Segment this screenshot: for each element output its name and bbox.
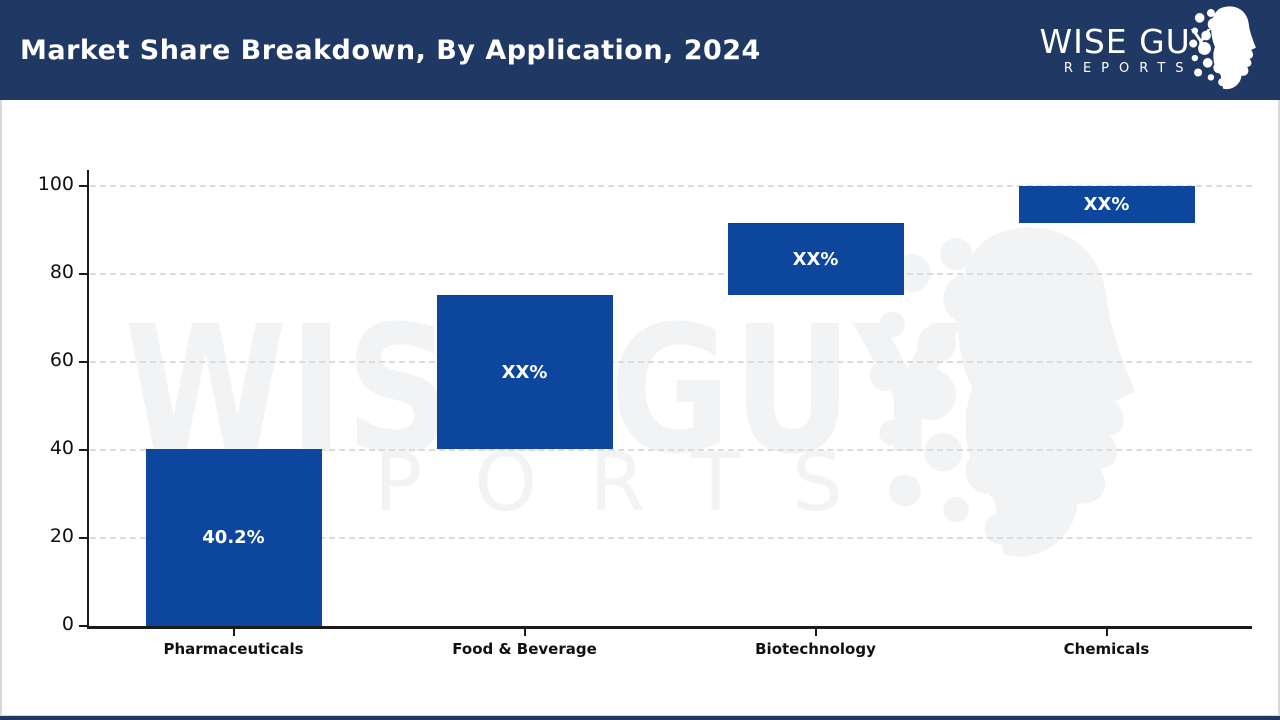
- x-axis-tick: [1105, 629, 1108, 636]
- category-label-chemicals: Chemicals: [1063, 640, 1150, 658]
- y-axis-tick: [79, 625, 88, 627]
- y-axis-tick-label: 60: [49, 349, 74, 371]
- page-title: Market Share Breakdown, By Application, …: [20, 34, 761, 66]
- bar-value-label: XX%: [1083, 193, 1130, 215]
- bar-chemicals: XX%: [1018, 186, 1195, 223]
- y-axis-tick-label: 100: [37, 173, 74, 195]
- footer-bar: [0, 716, 1280, 720]
- y-axis-tick-label: 0: [61, 613, 74, 635]
- y-axis-tick-label: 40: [49, 437, 74, 459]
- bar-value-label: 40.2%: [202, 527, 265, 549]
- gridline: [90, 537, 1252, 539]
- category-label-pharmaceuticals: Pharmaceuticals: [163, 640, 304, 658]
- y-axis-tick-label: 80: [49, 261, 74, 283]
- gridline: [90, 273, 1252, 275]
- x-axis-tick: [814, 629, 817, 636]
- bar-food-beverage: XX%: [436, 295, 613, 450]
- y-axis-tick: [79, 361, 88, 363]
- brand-logo-text: WISE GUY REPORTS: [1039, 21, 1212, 76]
- header-bar: Market Share Breakdown, By Application, …: [0, 0, 1280, 100]
- brand-wordmark: WISE GUY: [1039, 21, 1212, 61]
- bar-pharmaceuticals: 40.2%: [145, 449, 322, 626]
- x-axis-tick: [232, 629, 235, 636]
- x-axis-line: [87, 626, 1252, 629]
- bar-value-label: XX%: [501, 361, 548, 383]
- bar-value-label: XX%: [792, 248, 839, 270]
- brand-logo: WISE GUY REPORTS: [1039, 4, 1268, 96]
- y-axis-tick-label: 20: [49, 525, 74, 547]
- gridline: [90, 449, 1252, 451]
- y-axis-line: [87, 170, 89, 629]
- y-axis-tick: [79, 449, 88, 451]
- category-label-biotechnology: Biotechnology: [755, 640, 876, 658]
- y-axis-tick: [79, 537, 88, 539]
- gridline: [90, 185, 1252, 187]
- category-label-food-beverage: Food & Beverage: [452, 640, 597, 658]
- gridline: [90, 361, 1252, 363]
- y-axis-tick: [79, 273, 88, 275]
- y-axis-tick: [79, 185, 88, 187]
- x-axis-tick: [523, 629, 526, 636]
- brand-subtitle: REPORTS: [1063, 60, 1194, 76]
- bar-biotechnology: XX%: [727, 222, 904, 296]
